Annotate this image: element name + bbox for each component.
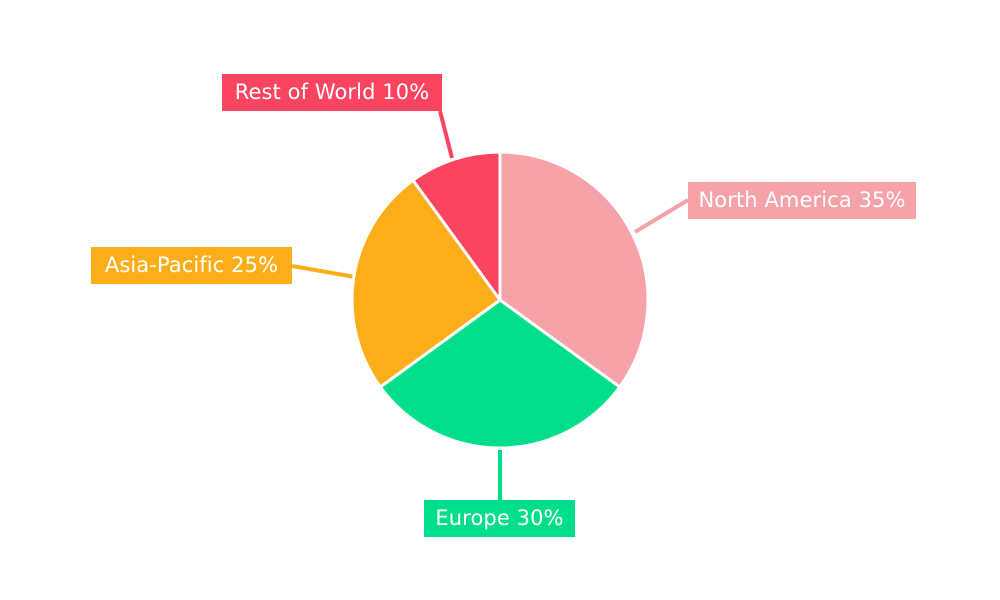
pie-slice-europe[interactable]: [378, 298, 622, 450]
pie-slice-asia-pacific[interactable]: [350, 178, 502, 389]
pie-slice-north-america[interactable]: [498, 150, 650, 389]
leader-line-rest-of-world: [438, 110, 454, 159]
leader-line-north-america: [633, 198, 690, 234]
pie-slice-group: [350, 150, 650, 450]
slice-label-rest-of-world: Rest of World 10%: [222, 74, 442, 111]
leader-line-asia-pacific: [291, 264, 356, 279]
slice-label-asia-pacific: Asia-Pacific 25%: [91, 247, 292, 284]
pie-slice-rest-of-world[interactable]: [411, 150, 502, 302]
slice-label-north-america: North America 35%: [688, 182, 916, 219]
slice-label-europe: Europe 30%: [424, 500, 575, 537]
leader-line-group: [291, 110, 690, 500]
